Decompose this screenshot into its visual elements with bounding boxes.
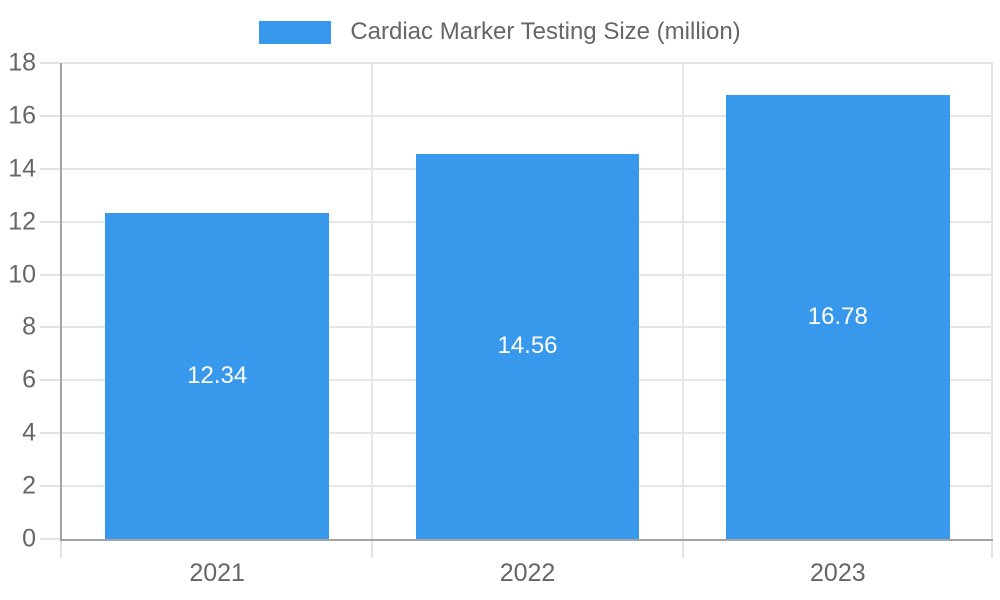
x-axis-tick (991, 541, 993, 558)
bar[interactable]: 16.78 (726, 95, 950, 539)
v-gridline (681, 63, 684, 539)
y-axis-tick (40, 114, 60, 117)
x-axis-tick-label: 2022 (499, 559, 556, 587)
y-axis-tick (40, 62, 60, 64)
bar[interactable]: 12.34 (105, 212, 329, 539)
y-axis-tick-label: 8 (22, 312, 36, 341)
x-axis-tick (681, 541, 684, 558)
y-axis-tick-label: 12 (8, 207, 36, 236)
bar-value-label: 12.34 (187, 361, 248, 389)
y-axis-tick (40, 273, 60, 276)
y-axis-tick (40, 485, 60, 488)
legend-label: Cardiac Marker Testing Size (million) (350, 18, 741, 45)
y-axis-tick-label: 18 (8, 48, 36, 77)
y-axis-tick-label: 6 (22, 365, 36, 394)
x-axis-tick (371, 541, 374, 558)
y-axis-tick (40, 167, 60, 170)
h-gridline (62, 114, 993, 117)
y-axis-tick-label: 10 (8, 260, 36, 289)
bar-value-label: 14.56 (497, 332, 558, 360)
y-axis-tick (40, 326, 60, 329)
y-axis-tick-label: 2 (22, 471, 36, 500)
y-axis-tick-label: 4 (22, 418, 36, 447)
y-axis-tick (40, 432, 60, 435)
y-axis-tick-label: 16 (8, 101, 36, 130)
bar-value-label: 16.78 (807, 303, 868, 331)
x-axis-tick-label: 2023 (810, 559, 866, 587)
y-axis-tick (40, 220, 60, 223)
plot-area: 0 2 4 6 8 10 12 14 16 18 12.34 2021 14.56 2022 16.78 20… (8, 49, 993, 587)
bar[interactable]: 14.56 (415, 153, 640, 539)
v-gridline (371, 63, 374, 539)
y-axis-tick-label: 0 (22, 524, 36, 553)
chart-legend: Cardiac Marker Testing Size (million) (0, 18, 1000, 46)
y-axis-tick (40, 379, 60, 382)
h-gridline (62, 62, 993, 64)
v-gridline (991, 63, 993, 539)
x-axis-tick (60, 541, 62, 558)
y-axis-tick-label: 14 (8, 154, 36, 183)
x-axis-tick-label: 2021 (189, 559, 245, 587)
y-axis-tick (40, 538, 60, 540)
legend-item[interactable]: Cardiac Marker Testing Size (million) (259, 18, 741, 46)
legend-swatch (259, 20, 332, 44)
